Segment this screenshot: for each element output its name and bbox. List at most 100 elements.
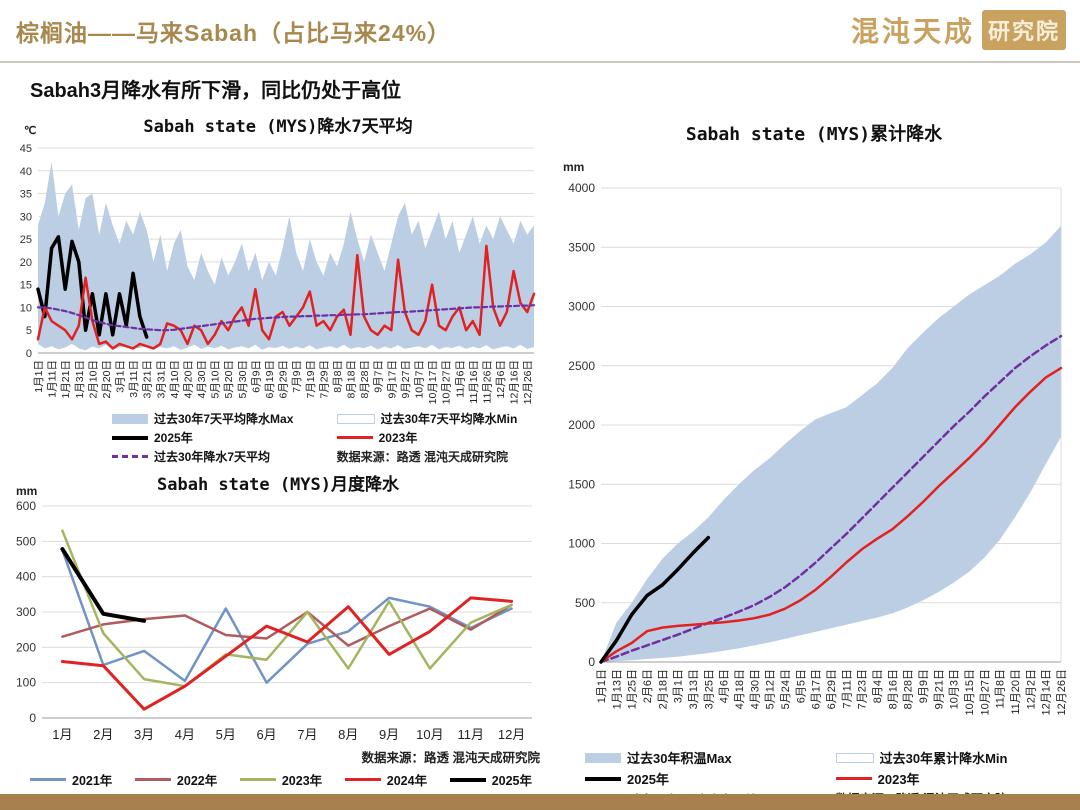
cumulative-rainfall-chart: 0 500 1000 1500 2000 2500 3000 3500 4000 1月1日 1月13… [568,181,1068,715]
x-tick-label: 7月9日 [291,360,303,393]
legend-swatch [835,777,872,780]
x-tick-label: 4月6日 [719,669,731,703]
x-tick-label: 9月21日 [933,669,945,709]
monthly-chart-title: Sabah state (MYS)月度降水 [157,475,399,495]
y-tick-label: 45 [20,143,32,155]
x-tick-label: 9月27日 [400,360,412,399]
y-tick-label: 3000 [568,300,595,314]
x-tick-label: 6月17日 [811,669,823,709]
x-tick-label: 8月8日 [332,360,344,393]
x-tick-label: 6月9日 [250,360,262,393]
series-line-2023年 [36,244,536,350]
legend-item: 2025年 [449,770,532,789]
monthly-chart-legend: 2021年 2022年 2023年 2024年 2025年 [14,770,548,789]
page-title: 棕榈油——马来Sabah（占比马来24%） [16,20,452,46]
header-divider [0,61,1080,63]
legend-swatch [112,435,148,440]
x-tick-label: 4月18日 [734,669,746,709]
x-tick-label: 5月30日 [237,360,249,399]
seven-day-chart-title: Sabah state (MYS)降水7天平均 [143,117,413,137]
legend-swatch [344,778,381,781]
y-tick-label: 40 [20,166,32,178]
y-tick-label: 2500 [568,359,595,373]
series-band [601,225,1061,662]
seven-day-chart-legend: 过去30年7天平均降水Max 过去30年7天平均降水Min 2025年 2023年过去… [112,410,544,465]
x-tick-label: 12月 [498,727,525,742]
legend-swatch [239,778,276,781]
legend-label: 2023年 [877,772,920,787]
x-tick-label: 12月2日 [1025,669,1037,709]
x-tick-label: 11月 [458,727,485,742]
legend-item: 过去30年降水7天平均 [112,448,337,465]
legend-label: 过去30年累计降水Min [879,751,1008,766]
x-tick-label: 3月13日 [688,669,700,709]
legend-item: 2021年 [30,770,112,789]
y-tick-label: 0 [26,348,32,360]
x-tick-label: 7月29日 [318,360,330,399]
x-tick-label: 1月 [52,727,72,742]
legend-item: 2025年 [112,429,337,446]
x-tick-label: 2月18日 [657,669,669,709]
x-tick-label: 10月27日 [441,360,453,404]
legend-label: 过去30年积温Max [627,751,732,766]
x-tick-label: 5月24日 [780,669,792,709]
y-tick-label: 5 [26,325,32,337]
legend-label: 2023年 [281,774,323,788]
x-tick-label: 2月10日 [87,360,99,399]
y-tick-label: 4000 [568,181,595,195]
legend-swatch [336,436,373,439]
y-tick-label: 600 [16,499,36,513]
x-tick-label: 10月3日 [949,669,961,709]
cumulative-chart-unit: mm [563,160,585,174]
legend-item: 过去30年7天平均降水Min [336,410,544,427]
x-tick-label: 7月 [297,727,317,742]
x-tick-label: 9月7日 [373,360,385,393]
x-tick-label: 10月15日 [964,669,976,715]
x-tick-label: 5月12日 [765,669,777,709]
seven-day-rainfall-chart: 0 5 10 15 20 25 30 35 40 45 1月1日 1月11日 1月21日 1月31日 2月1… [20,143,536,404]
legend-item: 过去30年积温Max [585,748,836,767]
x-tick-label: 2月20日 [101,360,113,399]
y-tick-label: 2000 [568,418,595,432]
x-tick-label: 8月16日 [887,669,899,709]
x-tick-label: 6月29日 [826,669,838,709]
x-tick-label: 8月18日 [346,360,358,399]
series-line-2025年 [60,547,147,623]
x-tick-label: 1月1日 [33,360,45,393]
legend-label: 2023年 [378,431,418,445]
x-tick-label: 5月10日 [210,360,222,399]
x-tick-label: 10月17日 [427,360,439,404]
monthly-chart-unit: mm [16,484,38,498]
x-tick-label: 6月 [256,727,276,742]
y-tick-label: 0 [588,655,595,669]
x-tick-label: 5月 [216,727,236,742]
x-tick-label: 12月6日 [495,360,507,399]
legend-label: 2022年 [176,774,218,788]
x-tick-label: 3月1日 [673,669,685,703]
company-logo: 混沌天成 研究院 [851,10,1066,50]
series-line-2023年 [599,366,1063,664]
legend-item: 过去30年累计降水Min [835,748,1067,767]
legend-item: 2024年 [344,770,427,789]
x-tick-label: 9月17日 [386,360,398,399]
x-tick-label: 6月5日 [795,669,807,703]
x-tick-label: 3月31日 [155,360,167,399]
x-tick-label: 5月20日 [223,360,235,399]
x-tick-label: 9月9日 [918,669,930,703]
legend-item: 2022年 [134,770,218,789]
x-tick-label: 11月20日 [1010,669,1022,715]
x-tick-label: 4月20日 [183,360,195,399]
monthly-chart-source: 数据来源：路透 混沌天成研究院 [361,751,540,765]
legend-swatch [835,752,874,763]
y-tick-label: 20 [20,257,32,269]
x-tick-label: 3月 [134,727,154,742]
legend-label: 过去30年7天平均降水Max [154,412,294,426]
legend-swatch [585,776,621,781]
x-tick-label: 8月28日 [903,669,915,709]
x-tick-label: 6月19日 [264,360,276,399]
cumulative-chart-title: Sabah state (MYS)累计降水 [685,124,943,145]
y-tick-label: 1500 [568,477,595,491]
series-band [38,161,534,351]
legend-swatch [134,778,171,781]
